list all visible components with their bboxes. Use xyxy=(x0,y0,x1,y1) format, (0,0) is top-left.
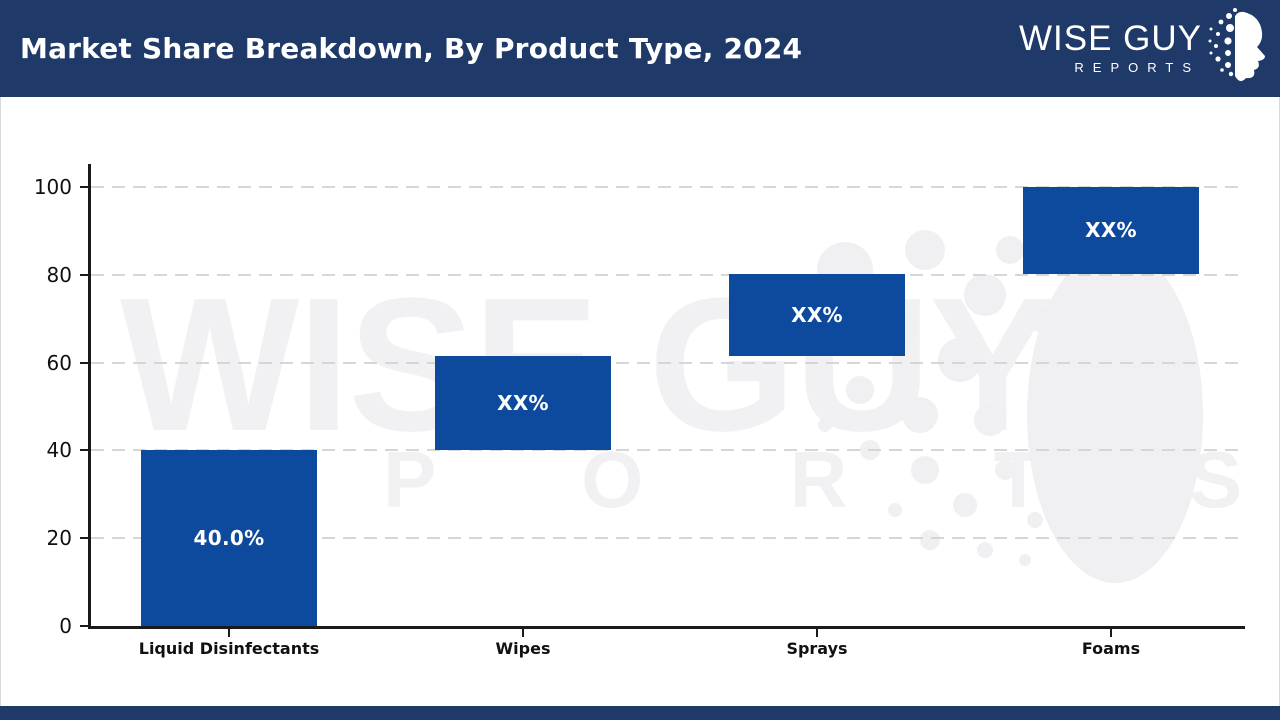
y-tick-mark xyxy=(80,625,88,627)
x-category-label: Wipes xyxy=(495,639,551,658)
y-tick-label: 100 xyxy=(33,175,72,199)
x-tick-mark xyxy=(522,629,524,637)
bar-value-label: XX% xyxy=(497,391,549,416)
x-category-label: Liquid Disinfectants xyxy=(138,639,320,658)
y-grid-line xyxy=(91,186,1245,188)
page-title: Market Share Breakdown, By Product Type,… xyxy=(20,32,803,65)
y-grid-line xyxy=(91,449,1245,452)
y-tick-mark xyxy=(80,537,88,540)
y-grid-line xyxy=(91,361,1245,364)
bar-value-label: XX% xyxy=(791,303,843,328)
x-category-label: Foams xyxy=(1081,639,1141,658)
y-tick-label: 20 xyxy=(46,526,72,551)
bar-value-label: 40.0% xyxy=(193,526,265,551)
bar-sprays: XX% xyxy=(729,273,905,357)
logo-subtext: REPORTS xyxy=(1074,60,1200,75)
y-axis-line xyxy=(88,164,91,629)
y-tick-label: 60 xyxy=(46,350,72,375)
bar-value-label: XX% xyxy=(1085,218,1137,243)
x-category-label: Sprays xyxy=(786,639,848,658)
y-tick-mark xyxy=(80,273,88,276)
y-tick-mark xyxy=(80,449,88,452)
y-grid-line xyxy=(91,273,1245,276)
y-tick-label: 0 xyxy=(59,614,72,638)
logo-head-icon xyxy=(1208,8,1265,82)
x-tick-mark xyxy=(228,629,230,637)
logo-wordmark: WISE GUY xyxy=(1018,19,1202,58)
x-tick-mark xyxy=(1110,629,1112,637)
header-bar: Market Share Breakdown, By Product Type,… xyxy=(0,0,1280,97)
x-tick-mark xyxy=(816,629,818,637)
x-axis-line xyxy=(88,626,1245,629)
bar-wipes: XX% xyxy=(435,356,611,451)
bar-liquid-disinfectants: 40.0% xyxy=(141,450,317,626)
bar-foams: XX% xyxy=(1023,187,1199,274)
y-tick-mark xyxy=(80,186,88,188)
footer-bar xyxy=(0,706,1280,720)
y-grid-line xyxy=(91,537,1245,540)
y-tick-label: 40 xyxy=(46,438,72,463)
y-tick-mark xyxy=(80,361,88,364)
brand-logo: WISE GUY REPORTS xyxy=(1016,6,1266,92)
y-tick-label: 80 xyxy=(46,262,72,287)
